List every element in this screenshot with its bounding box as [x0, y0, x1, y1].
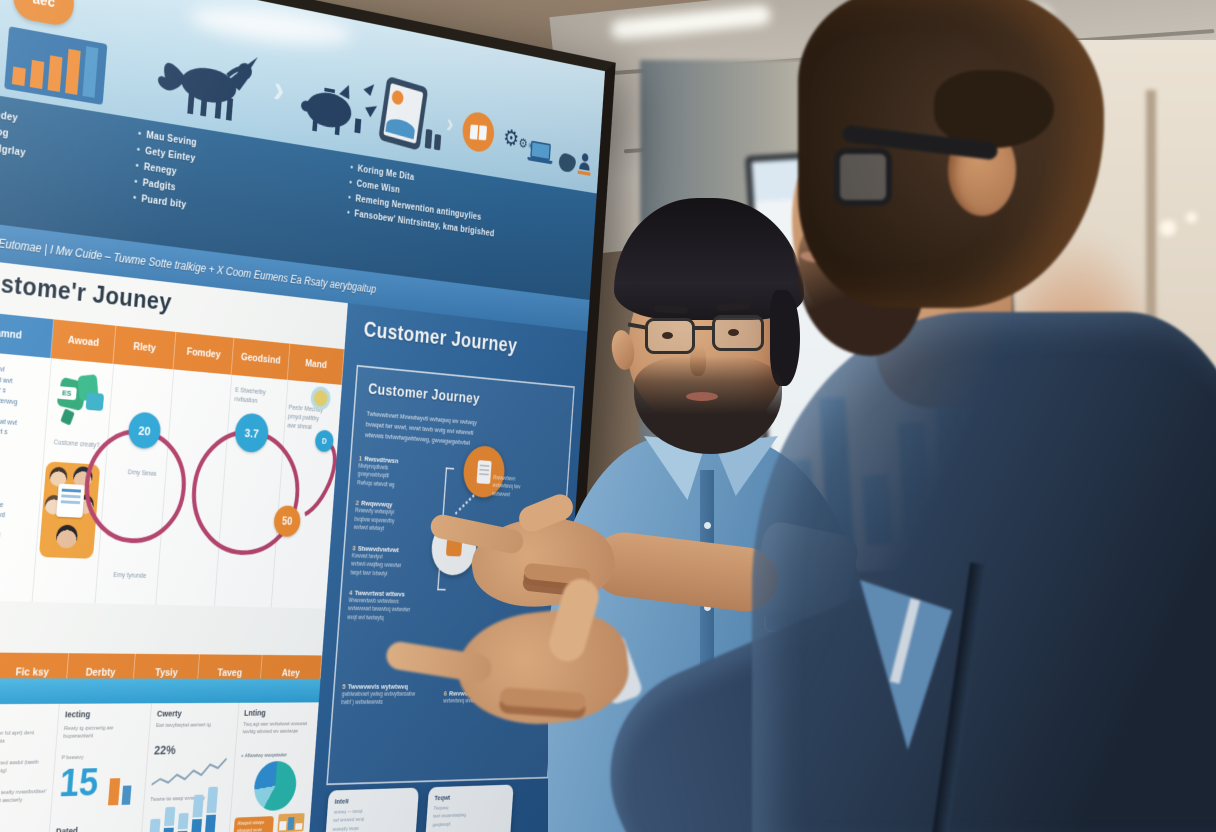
unicorn-icon — [157, 35, 258, 121]
shirt-button — [704, 522, 711, 529]
presenter-eye — [662, 332, 673, 339]
piggy-bank-icon — [300, 82, 378, 136]
presenter-eye — [728, 329, 739, 336]
presentation-display: aec — [0, 0, 616, 832]
listener-torso — [752, 312, 1216, 832]
process-icon-band: aec — [0, 0, 606, 194]
presenter-mouth — [686, 392, 718, 401]
listener-glasses-lens — [834, 148, 892, 206]
bokeh-light — [1160, 220, 1176, 236]
glasses-bridge — [694, 326, 713, 330]
presenter-beard — [634, 356, 782, 454]
shirt-button — [704, 604, 711, 611]
bokeh-light — [1186, 212, 1197, 223]
listener-shirt-v — [860, 580, 952, 750]
glasses-right-lens — [712, 315, 764, 351]
listener-hair-over-ear — [934, 70, 1054, 148]
display-surface: aec — [0, 0, 606, 832]
blazer-lapel — [925, 562, 987, 832]
